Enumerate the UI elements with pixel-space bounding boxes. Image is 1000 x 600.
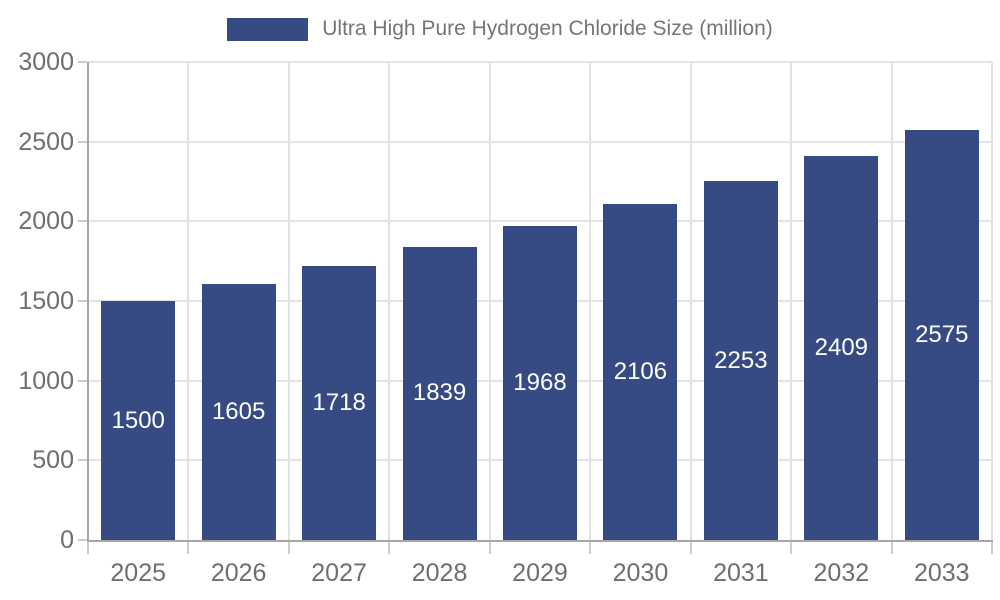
bar-value-label: 1500 bbox=[111, 406, 165, 434]
x-axis-label: 2029 bbox=[512, 559, 568, 587]
x-axis-tick bbox=[890, 542, 893, 554]
v-gridline bbox=[689, 62, 692, 540]
legend-swatch bbox=[227, 17, 309, 41]
bar-value-label: 1839 bbox=[412, 379, 467, 407]
bar-2025[interactable]: 1500 bbox=[101, 301, 176, 540]
x-axis-tick bbox=[991, 542, 993, 554]
x-axis-tick bbox=[689, 542, 692, 554]
bar-value-label: 2253 bbox=[714, 346, 768, 374]
v-gridline bbox=[890, 62, 893, 540]
x-axis-line bbox=[87, 540, 993, 542]
y-axis-label: 2500 bbox=[18, 127, 74, 156]
x-axis-label: 2026 bbox=[210, 559, 267, 587]
y-axis-tick bbox=[78, 459, 87, 462]
bar-2028[interactable]: 1839 bbox=[402, 246, 477, 540]
x-axis-label: 2025 bbox=[110, 559, 167, 587]
y-axis-tick bbox=[78, 379, 87, 382]
y-axis-tick bbox=[78, 300, 87, 302]
y-axis-label: 0 bbox=[60, 526, 74, 554]
x-axis-label: 2030 bbox=[612, 559, 669, 587]
x-axis-tick bbox=[488, 542, 491, 554]
bar-value-label: 2409 bbox=[814, 334, 869, 362]
bar-2031[interactable]: 2253 bbox=[703, 181, 778, 540]
v-gridline bbox=[790, 62, 793, 540]
bar-value-label: 1718 bbox=[312, 389, 366, 417]
x-axis-tick bbox=[187, 542, 190, 554]
y-axis-tick bbox=[78, 61, 87, 63]
legend-item[interactable]: Ultra High Pure Hydrogen Chloride Size (… bbox=[0, 17, 1000, 41]
bar-value-label: 2106 bbox=[613, 358, 668, 386]
y-axis-tick bbox=[78, 220, 87, 223]
bar-2033[interactable]: 2575 bbox=[904, 129, 979, 540]
x-axis-tick bbox=[388, 542, 391, 554]
x-axis-label: 2032 bbox=[813, 559, 870, 587]
bar-2026[interactable]: 1605 bbox=[201, 284, 276, 540]
y-axis-tick bbox=[78, 539, 87, 541]
y-axis-label: 3000 bbox=[18, 48, 74, 76]
bar-2029[interactable]: 1968 bbox=[503, 226, 577, 540]
x-axis-tick bbox=[790, 542, 793, 554]
x-axis-label: 2033 bbox=[913, 559, 970, 587]
y-axis-label: 1500 bbox=[18, 287, 74, 315]
y-axis-line bbox=[87, 62, 89, 540]
x-axis-label: 2028 bbox=[411, 559, 468, 587]
y-axis-tick bbox=[78, 140, 87, 143]
x-axis-tick bbox=[287, 542, 290, 554]
h-gridline bbox=[88, 61, 992, 63]
bar-value-label: 2575 bbox=[915, 320, 969, 348]
bar-value-label: 1968 bbox=[513, 369, 567, 397]
bar-value-label: 1605 bbox=[211, 398, 266, 426]
bar-2030[interactable]: 2106 bbox=[603, 204, 678, 540]
h-gridline bbox=[88, 140, 992, 143]
x-axis-label: 2031 bbox=[713, 559, 769, 587]
v-gridline bbox=[488, 62, 491, 540]
x-axis-label: 2027 bbox=[311, 559, 367, 587]
v-gridline bbox=[287, 62, 290, 540]
v-gridline bbox=[991, 62, 993, 540]
y-axis-label: 1000 bbox=[18, 366, 74, 395]
x-axis-tick bbox=[87, 542, 89, 554]
bar-2027[interactable]: 1718 bbox=[302, 266, 377, 540]
legend-label: Ultra High Pure Hydrogen Chloride Size (… bbox=[322, 17, 773, 40]
x-axis-tick bbox=[589, 542, 592, 554]
v-gridline bbox=[388, 62, 391, 540]
v-gridline bbox=[589, 62, 592, 540]
bar-2032[interactable]: 2409 bbox=[804, 156, 879, 540]
y-axis-label: 500 bbox=[32, 446, 74, 475]
y-axis-label: 2000 bbox=[18, 207, 74, 236]
v-gridline bbox=[187, 62, 190, 540]
